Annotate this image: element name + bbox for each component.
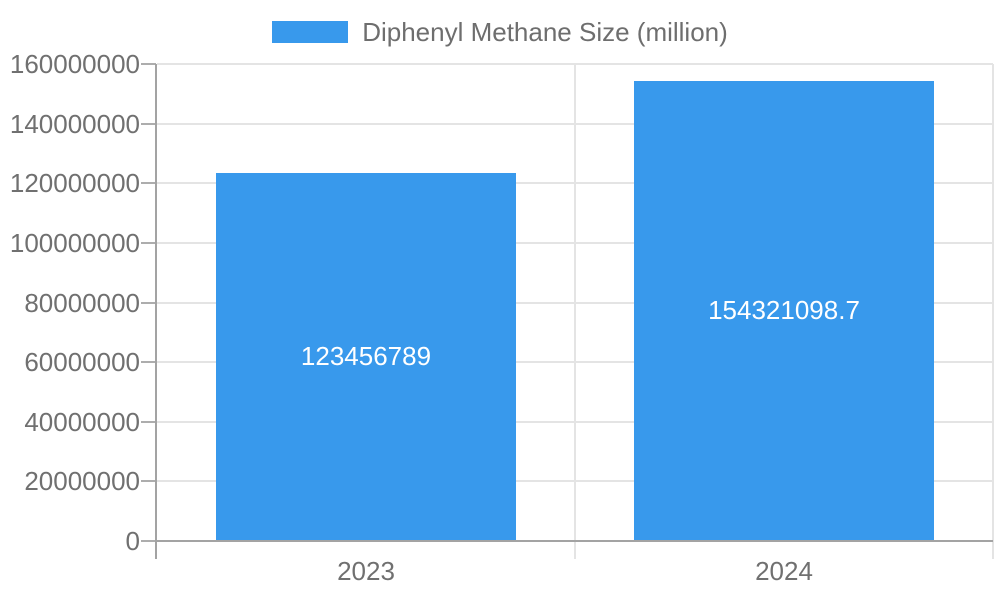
y-axis-label: 140000000 (9, 108, 140, 139)
y-axis-tick (141, 540, 156, 542)
y-axis-tick (141, 241, 156, 244)
x-axis-label: 2023 (337, 556, 395, 586)
y-axis-label: 60000000 (24, 347, 140, 378)
y-axis-tick (141, 182, 156, 185)
y-axis-tick (141, 420, 156, 423)
gridline-vertical (992, 64, 994, 559)
x-axis-label: 2024 (755, 556, 813, 586)
bar-value-label: 154321098.7 (708, 295, 860, 326)
y-axis-tick (141, 301, 156, 304)
bar-value-label: 123456789 (300, 341, 432, 372)
y-axis-label: 100000000 (9, 227, 140, 258)
bar[interactable]: 123456789 (215, 172, 517, 541)
y-axis-line (155, 64, 157, 559)
bar[interactable]: 154321098.7 (633, 80, 935, 541)
y-axis-label: 0 (125, 526, 140, 556)
y-axis-label: 120000000 (9, 168, 140, 199)
y-axis-label: 20000000 (24, 466, 140, 497)
y-axis-tick (141, 361, 156, 364)
legend-swatch (272, 21, 349, 43)
y-axis-tick (141, 63, 156, 65)
y-axis-tick (141, 480, 156, 483)
y-axis-label: 40000000 (24, 406, 140, 437)
legend-label: Diphenyl Methane Size (million) (362, 16, 728, 47)
y-axis-label: 160000000 (9, 49, 140, 79)
chart-legend[interactable]: Diphenyl Methane Size (million) (0, 17, 1000, 47)
x-axis-line (155, 540, 993, 542)
gridline-vertical (574, 64, 576, 559)
y-axis-tick (141, 122, 156, 125)
y-axis-label: 80000000 (24, 287, 140, 318)
